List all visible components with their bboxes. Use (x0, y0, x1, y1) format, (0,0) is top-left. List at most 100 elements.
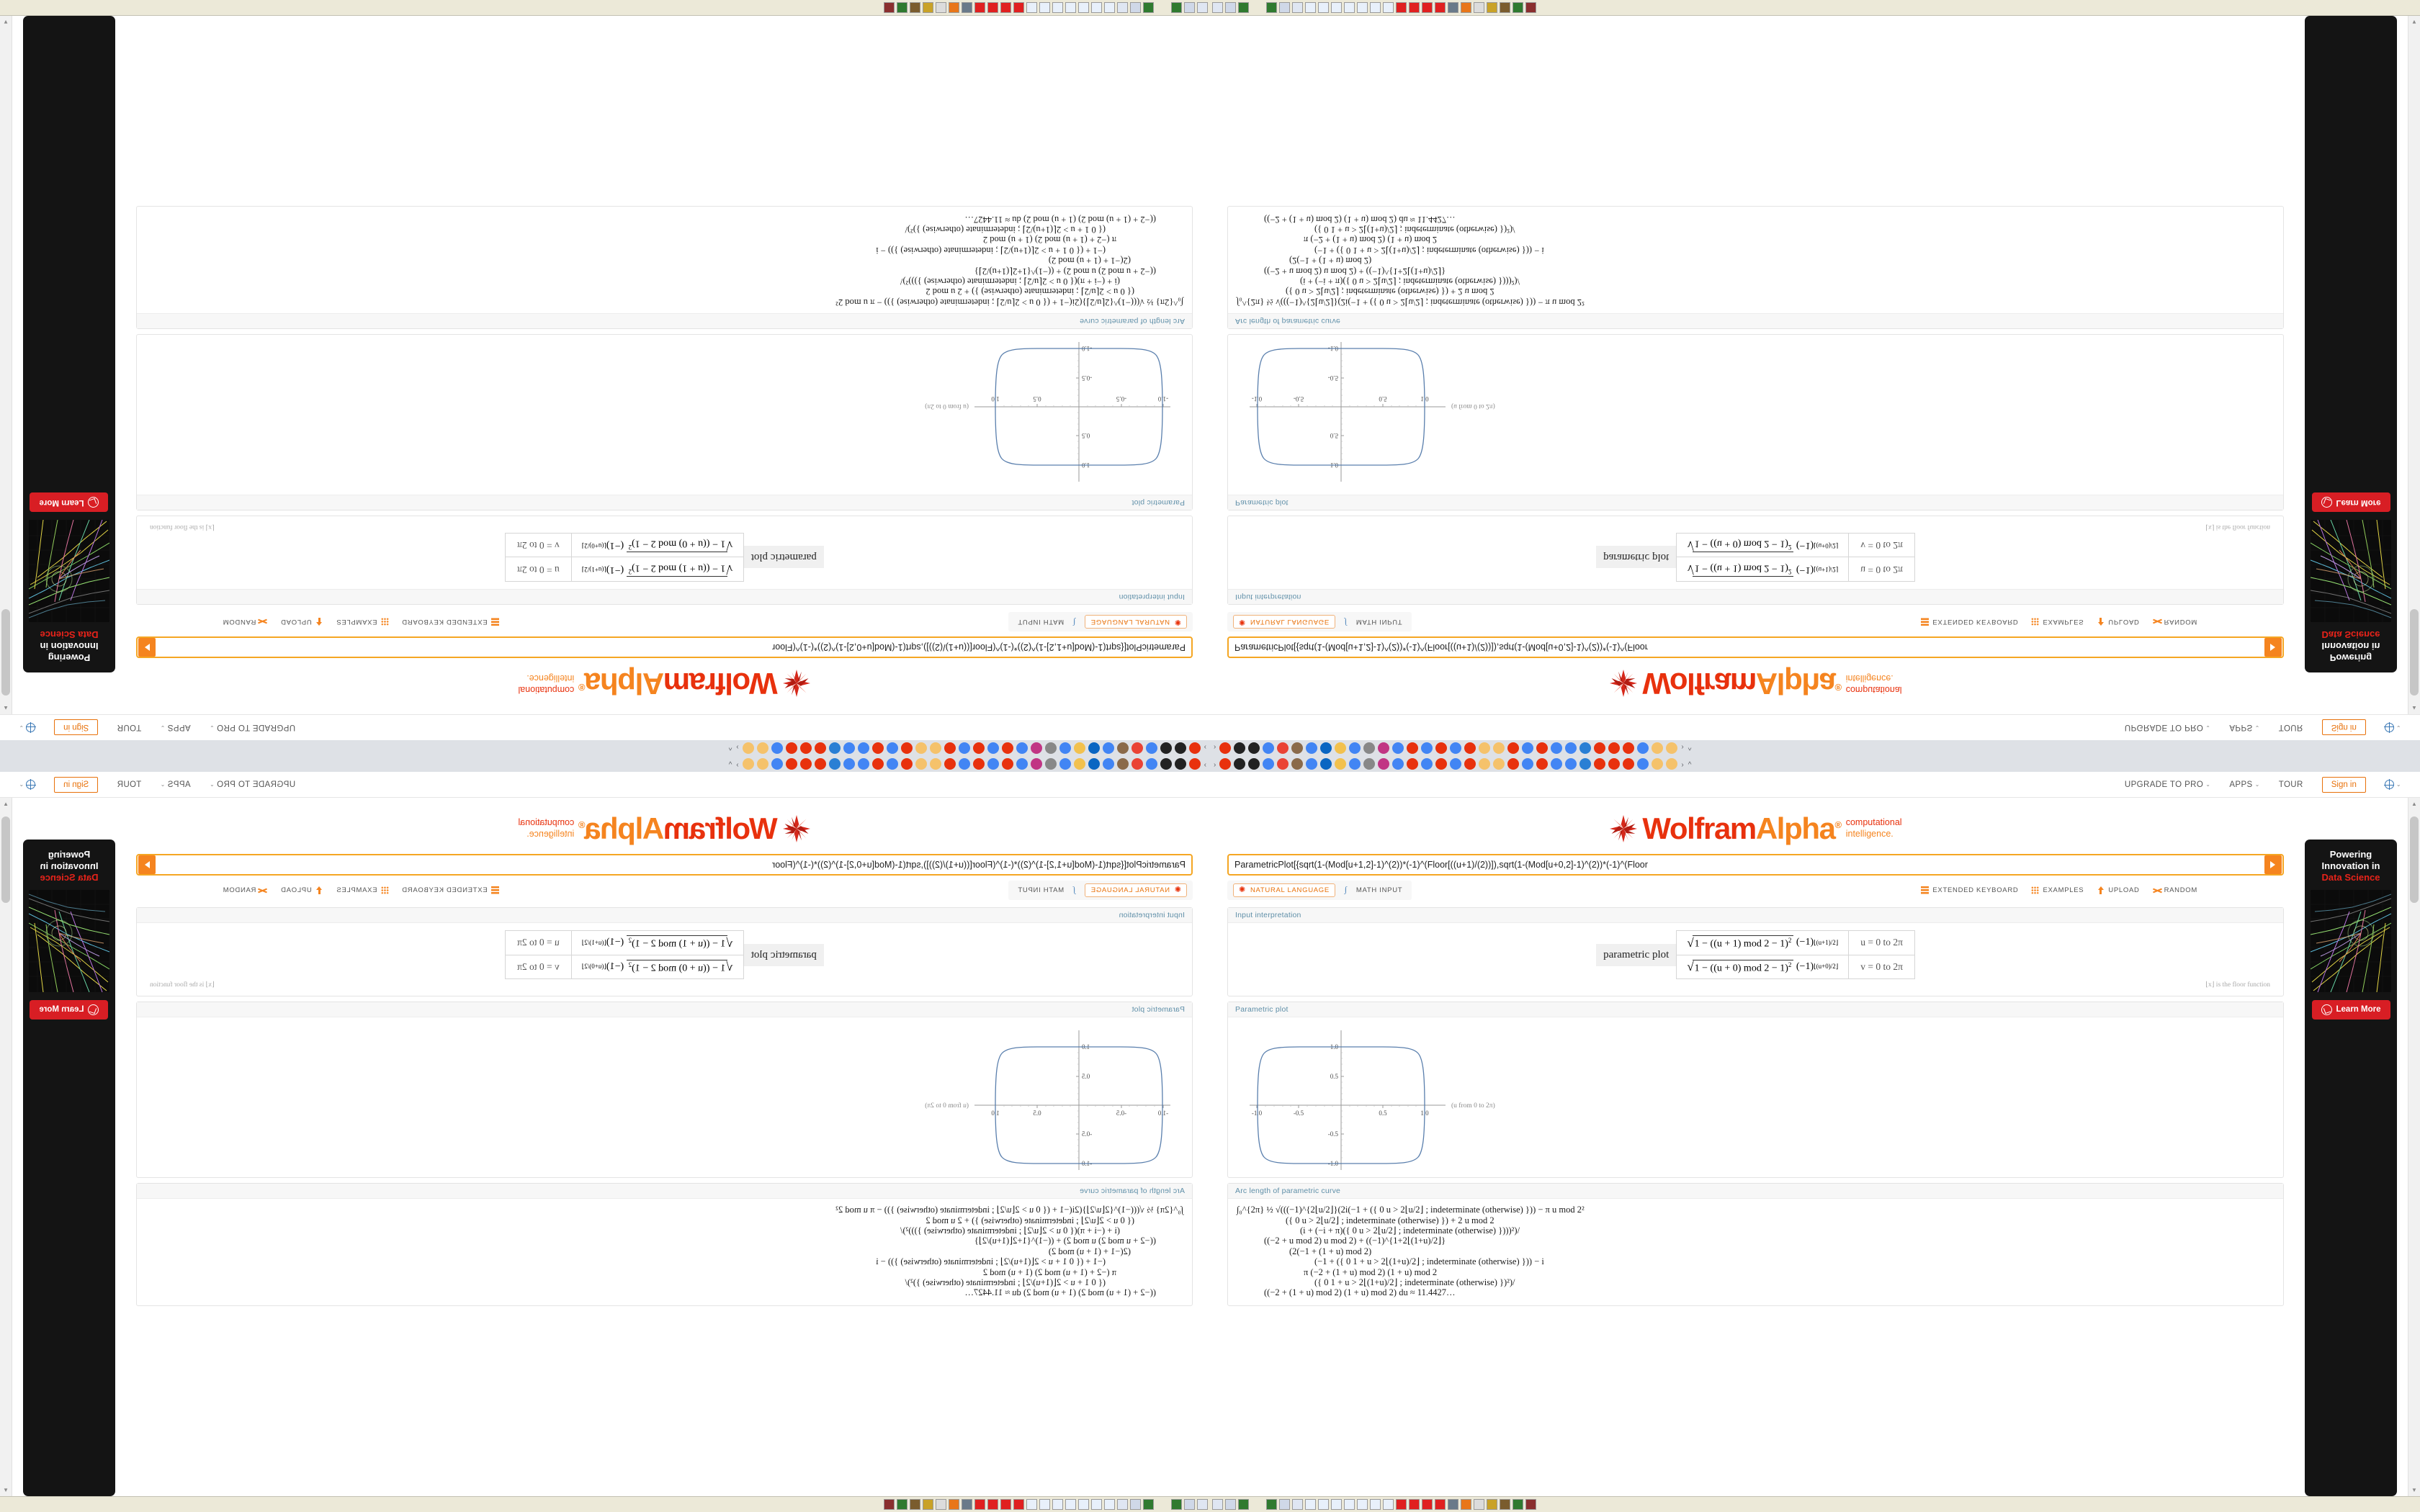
parametric-plot-chart[interactable]: -1.0 -0.5 0.5 1.0 1.0 0.5 -0.5 -1.0 (737, 340, 1183, 487)
taskbar-item[interactable] (1448, 2, 1458, 13)
taskbar-item[interactable] (1370, 2, 1381, 13)
tab-favicon[interactable] (1363, 742, 1376, 754)
tabstrip-overflow-icon[interactable]: › (1204, 743, 1206, 751)
tab-favicon[interactable] (1522, 742, 1534, 754)
taskbar-item[interactable] (1091, 1499, 1102, 1510)
tab-favicon[interactable] (1608, 758, 1621, 770)
tab-favicon[interactable] (972, 742, 985, 754)
tab-favicon[interactable] (1030, 758, 1042, 770)
tab-favicon[interactable] (1579, 758, 1592, 770)
tab-favicon[interactable] (1565, 758, 1577, 770)
ad-learn-more-button[interactable]: Learn More (30, 492, 109, 513)
parametric-plot-chart[interactable]: -1.0 -0.5 0.5 1.0 1.0 0.5 -0.5 -1.0 (737, 1025, 1183, 1172)
tab-favicon[interactable] (915, 758, 927, 770)
taskbar-item[interactable] (1078, 2, 1089, 13)
os-taskbar[interactable] (1210, 1496, 2420, 1512)
tab-favicon[interactable] (828, 758, 841, 770)
tab-favicon[interactable] (929, 742, 941, 754)
upload-button[interactable]: UPLOAD (2097, 618, 2139, 626)
os-taskbar[interactable] (1210, 0, 2420, 16)
tab-favicon[interactable] (1421, 758, 1433, 770)
os-taskbar[interactable] (0, 0, 1210, 16)
taskbar-item[interactable] (1396, 1499, 1407, 1510)
tab-favicon[interactable] (1001, 742, 1013, 754)
scrollbar-thumb[interactable] (2410, 609, 2419, 696)
random-button[interactable]: RANDOM (2153, 618, 2197, 626)
tabstrip-overflow-icon[interactable]: › (1204, 761, 1206, 769)
taskbar-item[interactable] (1474, 1499, 1484, 1510)
taskbar-item[interactable] (1225, 1499, 1236, 1510)
tab-favicon[interactable] (1174, 758, 1186, 770)
search-submit-button[interactable] (2264, 855, 2282, 874)
taskbar-item[interactable] (897, 1499, 908, 1510)
scroll-up-arrow-icon[interactable]: ▲ (2411, 705, 2417, 711)
taskbar-item[interactable] (949, 2, 959, 13)
taskbar-item[interactable] (910, 1499, 920, 1510)
taskbar-item[interactable] (1266, 1499, 1277, 1510)
taskbar-item[interactable] (1383, 1499, 1394, 1510)
taskbar-item[interactable] (1212, 1499, 1223, 1510)
tab-favicon[interactable] (1102, 758, 1114, 770)
tab-favicon[interactable] (799, 758, 812, 770)
tab-favicon[interactable] (1493, 758, 1505, 770)
tab-favicon[interactable] (1116, 742, 1129, 754)
tab-favicon[interactable] (1522, 758, 1534, 770)
taskbar-item[interactable] (1184, 2, 1195, 13)
taskbar-item[interactable] (1525, 1499, 1536, 1510)
taskbar-item[interactable] (1052, 2, 1063, 13)
pod-body[interactable]: -1.0 -0.5 0.5 1.0 1.0 0.5 -0.5 -1.0 (137, 335, 1192, 495)
taskbar-item[interactable] (1026, 2, 1037, 13)
os-taskbar[interactable] (0, 1496, 1210, 1512)
tab-favicon[interactable] (1479, 742, 1491, 754)
search-input[interactable]: ParametricPlot[{sqrt(1-(Mod[u+1,2]-1)^(2… (1234, 642, 1648, 652)
taskbar-item[interactable] (923, 2, 933, 13)
tab-favicon[interactable] (756, 742, 768, 754)
tab-favicon[interactable] (987, 758, 999, 770)
tab-favicon[interactable] (1188, 742, 1201, 754)
tab-favicon[interactable] (785, 758, 797, 770)
taskbar-item[interactable] (1383, 2, 1394, 13)
search-submit-button[interactable] (2264, 638, 2282, 657)
tab-favicon[interactable] (1145, 758, 1157, 770)
tab-favicon[interactable] (1016, 758, 1028, 770)
tab-favicon[interactable] (1088, 742, 1100, 754)
taskbar-item[interactable] (1422, 2, 1433, 13)
tab-favicon[interactable] (1248, 742, 1260, 754)
tab-favicon[interactable] (1652, 742, 1664, 754)
search-bar[interactable]: ParametricPlot[{sqrt(1-(Mod[u+1,2]-1)^(2… (1227, 854, 2284, 876)
tab-favicon[interactable] (1536, 758, 1549, 770)
extended-keyboard-button[interactable]: EXTENDED KEYBOARD (1921, 618, 2018, 626)
taskbar-item[interactable] (1461, 1499, 1471, 1510)
taskbar-item[interactable] (1500, 2, 1510, 13)
taskbar-item[interactable] (1238, 2, 1249, 13)
tab-favicon[interactable] (1277, 742, 1289, 754)
taskbar-item[interactable] (1130, 2, 1141, 13)
random-button[interactable]: RANDOM (223, 886, 267, 894)
tab-favicon[interactable] (972, 758, 985, 770)
parametric-plot-chart[interactable]: -1.0 -0.5 0.5 1.0 1.0 0.5 -0.5 -1.0 (1237, 340, 1683, 487)
tab-favicon[interactable] (1174, 742, 1186, 754)
math-input-button[interactable]: ∫ MATH INPUT (1341, 616, 1406, 628)
examples-button[interactable]: EXAMPLES (2031, 886, 2084, 894)
taskbar-item[interactable] (1266, 2, 1277, 13)
tabstrip-collapse-icon[interactable]: ^ (1688, 761, 1692, 769)
tab-favicon[interactable] (1435, 742, 1448, 754)
browser-tab-strip[interactable]: › (0, 756, 1210, 772)
tab-favicon[interactable] (742, 758, 754, 770)
tab-favicon[interactable] (1160, 758, 1172, 770)
nav-item-tour[interactable]: TOUR (2279, 724, 2303, 732)
tab-favicon[interactable] (1030, 742, 1042, 754)
tab-favicon[interactable] (1044, 758, 1057, 770)
taskbar-item[interactable] (1143, 2, 1154, 13)
taskbar-item[interactable] (1318, 1499, 1329, 1510)
math-input-button[interactable]: ∫ MATH INPUT (1341, 884, 1406, 896)
taskbar-item[interactable] (1461, 2, 1471, 13)
scroll-down-arrow-icon[interactable]: ▼ (3, 1487, 9, 1493)
upload-button[interactable]: UPLOAD (280, 886, 323, 894)
scroll-down-arrow-icon[interactable]: ▼ (2411, 1487, 2417, 1493)
tab-favicon[interactable] (1248, 758, 1260, 770)
tab-favicon[interactable] (944, 758, 956, 770)
taskbar-item[interactable] (1104, 2, 1115, 13)
natural-language-button[interactable]: ✺ NATURAL LANGUAGE (1085, 615, 1187, 629)
tab-favicon[interactable] (886, 742, 898, 754)
